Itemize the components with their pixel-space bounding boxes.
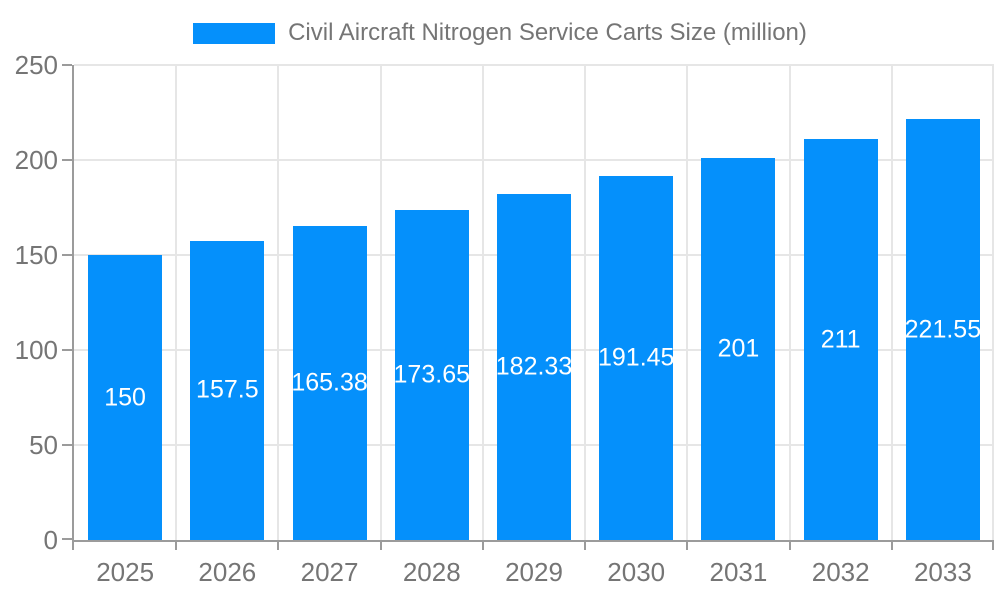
- x-axis-tick: [481, 540, 484, 550]
- y-tick-label: 50: [29, 430, 58, 460]
- gridline-vertical: [481, 65, 484, 540]
- gridline-vertical: [277, 65, 280, 540]
- x-tick-label-2029: 2029: [505, 557, 563, 587]
- bar-value-label: 211: [820, 325, 861, 354]
- x-tick-label-2026: 2026: [198, 557, 257, 587]
- gridline-vertical: [788, 65, 791, 540]
- gridline-horizontal: [74, 159, 994, 161]
- bar-2029: 182.33: [495, 193, 573, 540]
- bar-2031: 201: [701, 158, 776, 540]
- y-axis-tick: [62, 349, 72, 351]
- x-axis-tick: [175, 540, 178, 550]
- y-axis-tick: [62, 159, 72, 161]
- gridline-horizontal: [74, 64, 994, 66]
- legend-label: Civil Aircraft Nitrogen Service Carts Si…: [288, 19, 807, 46]
- x-axis-line: [72, 540, 994, 542]
- y-tick-label: 0: [43, 525, 58, 555]
- bar-2032: 211: [803, 139, 878, 540]
- bar-2025: 150: [88, 255, 163, 540]
- y-axis-tick: [62, 538, 72, 540]
- y-tick-label: 200: [14, 145, 58, 175]
- y-tick-label: 150: [14, 240, 58, 270]
- plot-area: 0 50 100 150 200 250 150 157.5 165.38 173.65 182.3…: [15, 50, 994, 587]
- x-axis-tick: [584, 540, 587, 550]
- x-tick-label-2027: 2027: [300, 557, 359, 587]
- x-tick-label-2030: 2030: [607, 557, 666, 587]
- x-axis-tick: [277, 540, 280, 550]
- bar-value-label: 182.33: [495, 352, 573, 381]
- x-tick-label-2033: 2033: [913, 557, 972, 587]
- gridline-vertical: [992, 65, 994, 540]
- y-axis-tick: [62, 64, 72, 66]
- bar-value-label: 221.55: [904, 315, 982, 344]
- gridline-vertical: [686, 65, 689, 540]
- gridline-vertical: [890, 65, 893, 540]
- x-tick-label-2028: 2028: [402, 557, 461, 587]
- bar-value-label: 165.38: [291, 368, 368, 397]
- y-axis-tick: [62, 254, 72, 256]
- legend-swatch: [193, 22, 276, 44]
- gridline-vertical: [175, 65, 178, 540]
- bar-value-label: 150: [104, 383, 146, 411]
- x-axis-tick: [379, 540, 382, 550]
- x-tick-label-2032: 2032: [811, 557, 870, 587]
- x-axis-tick: [686, 540, 689, 550]
- y-axis-line: [72, 65, 74, 540]
- gridline-vertical: [584, 65, 587, 540]
- bar-2033: 221.55: [904, 119, 982, 540]
- gridline-vertical: [379, 65, 382, 540]
- x-axis-tick: [72, 540, 74, 550]
- x-axis-tick: [992, 540, 994, 550]
- y-tick-label: 250: [14, 50, 58, 80]
- bar-value-label: 191.45: [597, 343, 675, 372]
- bar-2030: 191.45: [597, 176, 675, 540]
- y-tick-label: 100: [14, 335, 58, 365]
- x-tick-label-2031: 2031: [709, 557, 768, 587]
- bar-2027: 165.38: [291, 225, 368, 540]
- bar-value-label: 201: [717, 334, 760, 363]
- x-axis-tick: [788, 540, 791, 550]
- bar-2026: 157.5: [190, 240, 265, 540]
- y-axis-tick: [62, 444, 72, 446]
- x-tick-label-2025: 2025: [96, 557, 155, 587]
- bar-2028: 173.65: [393, 210, 470, 540]
- legend: Civil Aircraft Nitrogen Service Carts Si…: [0, 20, 1000, 46]
- x-axis-tick: [890, 540, 893, 550]
- bar-value-label: 157.5: [196, 375, 259, 404]
- bar-value-label: 173.65: [393, 360, 470, 389]
